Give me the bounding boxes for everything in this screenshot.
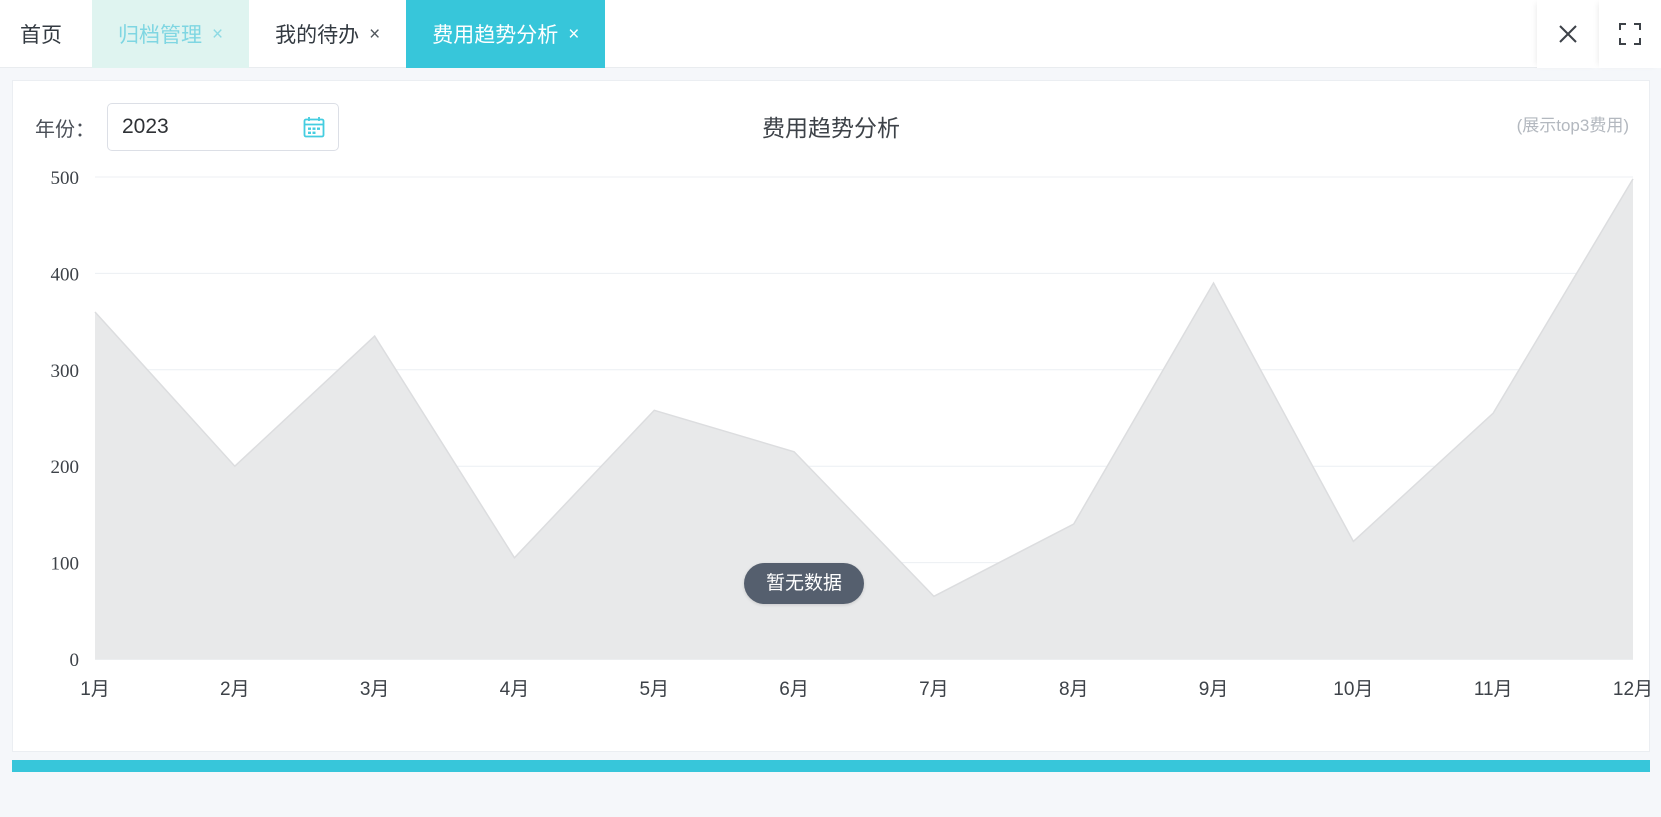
y-tick-label: 300 [51, 361, 80, 382]
window-controls [1537, 0, 1661, 68]
tab-close-icon[interactable]: × [212, 23, 224, 45]
close-icon [1555, 21, 1581, 47]
x-tick-label: 4月 [500, 679, 530, 700]
tab-label: 我的待办 [275, 24, 360, 47]
year-filter: 年份： [35, 103, 339, 151]
empty-state-badge: 暂无数据 [744, 563, 865, 604]
tab-label: 费用趋势分析 [432, 24, 559, 47]
fullscreen-button[interactable] [1599, 0, 1661, 68]
x-tick-label: 7月 [919, 679, 949, 700]
tab-label: 归档管理 [118, 24, 202, 47]
tab-expense-trend-analysis[interactable]: 费用趋势分析 × [406, 0, 606, 68]
chart-area-fill [95, 178, 1633, 660]
x-tick-label: 8月 [1059, 679, 1089, 700]
chart-line [94, 178, 1634, 598]
tab-close-icon[interactable]: × [568, 23, 580, 45]
calendar-icon[interactable] [302, 115, 326, 139]
x-tick-label: 12月 [1613, 679, 1651, 700]
panel-header: 年份： 费用趋势分析 [13, 81, 1649, 159]
expense-trend-panel: 年份： 费用趋势分析 [12, 80, 1652, 752]
y-tick-label: 100 [51, 554, 80, 575]
tab-my-todo[interactable]: 我的待办 × [249, 0, 406, 68]
y-tick-label: 200 [51, 457, 80, 478]
x-tick-label: 1月 [80, 679, 110, 700]
chart-note: (展示top3费用) [1516, 116, 1629, 135]
chart-x-axis: 1月 2月 3月 4月 5月 6月 7月 8月 9月 10月 11月 12月 [80, 679, 1651, 700]
close-button[interactable] [1537, 0, 1599, 68]
tab-close-icon[interactable]: × [369, 23, 381, 45]
x-tick-label: 10月 [1333, 679, 1373, 700]
expense-trend-chart[interactable]: 0 100 200 300 400 500 1月 2月 3月 4月 5月 6月 7月 8月 9月 10月 11… [13, 159, 1652, 751]
y-tick-label: 400 [51, 264, 80, 285]
x-tick-label: 6月 [779, 679, 809, 700]
chart-canvas: 0 100 200 300 400 500 1月 2月 3月 4月 5月 6月 7月 8月 9月 10月 11… [51, 168, 1652, 700]
year-picker[interactable] [107, 103, 339, 151]
bottom-accent-bar [12, 760, 1650, 772]
year-input[interactable] [108, 104, 338, 150]
chart-y-axis: 0 100 200 300 400 500 [51, 168, 80, 671]
tab-archive-management[interactable]: 归档管理 × [92, 0, 250, 68]
year-filter-label: 年份： [35, 118, 95, 141]
x-tick-label: 5月 [639, 679, 669, 700]
x-tick-label: 11月 [1474, 679, 1513, 700]
x-tick-label: 9月 [1199, 679, 1229, 700]
y-tick-label: 500 [51, 168, 80, 189]
x-tick-label: 2月 [220, 679, 250, 700]
y-tick-label: 0 [70, 650, 80, 671]
x-tick-label: 3月 [360, 679, 390, 700]
tab-bar: 首页 归档管理 × 我的待办 × 费用趋势分析 × [0, 0, 1661, 68]
tab-home[interactable]: 首页 [0, 0, 92, 68]
fullscreen-icon [1617, 21, 1643, 47]
tab-label: 首页 [20, 24, 62, 47]
